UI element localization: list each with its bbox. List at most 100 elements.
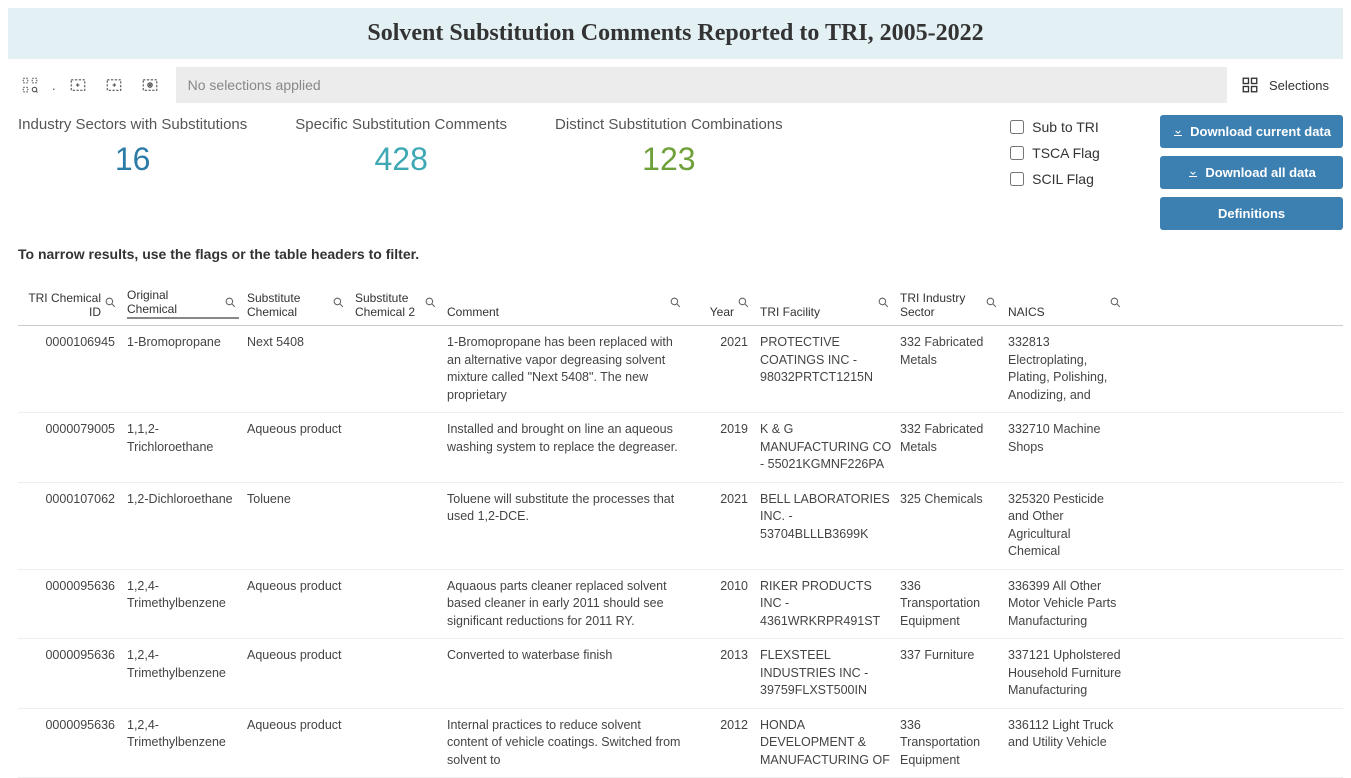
column-header-sub2[interactable]: Substitute Chemical 2 [351, 282, 443, 326]
cell-blank [1128, 482, 1343, 569]
search-icon[interactable] [737, 296, 750, 312]
cell-orig: 1-Bromopropane [123, 326, 243, 413]
cell-naics: 332813 Electroplating, Plating, Polishin… [1004, 326, 1128, 413]
download-current-button[interactable]: Download current data [1160, 115, 1343, 148]
download-icon [1172, 126, 1184, 138]
search-icon[interactable] [1109, 296, 1122, 312]
cell-naics: 332710 Machine Shops [1004, 413, 1128, 483]
cell-sub2 [351, 482, 443, 569]
smart-search-icon[interactable] [16, 71, 44, 99]
cell-id: 0000095636 [18, 708, 123, 778]
step-back-icon[interactable] [64, 71, 92, 99]
selections-bar[interactable]: No selections applied [176, 67, 1227, 103]
download-icon [1187, 167, 1199, 179]
search-icon[interactable] [669, 296, 682, 312]
cell-id: 0000095636 [18, 639, 123, 709]
cell-facility: HONDA DEVELOPMENT & MANUFACTURING OF [756, 708, 896, 778]
cell-orig: 1,2,4-Trimethylbenzene [123, 639, 243, 709]
cell-blank [1128, 708, 1343, 778]
cell-facility: BELL LABORATORIES INC. - 53704BLLLB3699K [756, 482, 896, 569]
flag-label: TSCA Flag [1032, 145, 1100, 161]
flag-tsca-flag[interactable]: TSCA Flag [1010, 145, 1150, 161]
cell-blank [1128, 639, 1343, 709]
data-table: TRI Chemical IDOriginal ChemicalSubstitu… [18, 282, 1343, 778]
buttons-column: Download current data Download all data … [1160, 115, 1343, 230]
cell-facility: PROTECTIVE COATINGS INC - 98032PRTCT1215… [756, 326, 896, 413]
kpi-2: Distinct Substitution Combinations123 [555, 115, 783, 230]
cell-sector: 332 Fabricated Metals [896, 413, 1004, 483]
selections-toggle[interactable]: Selections [1227, 76, 1343, 94]
cell-sub: Aqueous product [243, 639, 351, 709]
table-row[interactable]: 00000956361,2,4-TrimethylbenzeneAqueous … [18, 569, 1343, 639]
cell-year: 2013 [688, 639, 756, 709]
flag-label: SCIL Flag [1032, 171, 1094, 187]
kpi-row: Industry Sectors with Substitutions 16 Spe… [18, 115, 1000, 230]
cell-sub: Aqueous product [243, 708, 351, 778]
flag-checkbox[interactable] [1010, 120, 1024, 134]
cell-naics: 336112 Light Truck and Utility Vehicle [1004, 708, 1128, 778]
cell-id: 0000106945 [18, 326, 123, 413]
definitions-button[interactable]: Definitions [1160, 197, 1343, 230]
cell-facility: K & G MANUFACTURING CO - 55021KGMNF226PA [756, 413, 896, 483]
cell-facility: FLEXSTEEL INDUSTRIES INC - 39759FLXST500… [756, 639, 896, 709]
column-header-sub[interactable]: Substitute Chemical [243, 282, 351, 326]
kpi-label: Industry Sectors with Substitutions [18, 115, 247, 135]
kpi-value: 16 [18, 141, 247, 178]
table-row[interactable]: 00000956361,2,4-TrimethylbenzeneAqueous … [18, 639, 1343, 709]
clear-all-icon[interactable] [136, 71, 164, 99]
cell-sub2 [351, 708, 443, 778]
cell-id: 0000107062 [18, 482, 123, 569]
column-header-sector[interactable]: TRI Industry Sector [896, 282, 1004, 326]
cell-comment: Toluene will substitute the processes th… [443, 482, 688, 569]
column-label: Comment [447, 305, 517, 319]
cell-comment: 1-Bromopropane has been replaced with an… [443, 326, 688, 413]
cell-comment: Aquaous parts cleaner replaced solvent b… [443, 569, 688, 639]
column-header-comment[interactable]: Comment [443, 282, 688, 326]
column-label: Original Chemical [127, 288, 239, 319]
cell-sub: Toluene [243, 482, 351, 569]
cell-year: 2021 [688, 482, 756, 569]
cell-blank [1128, 326, 1343, 413]
cell-sub2 [351, 639, 443, 709]
column-header-id[interactable]: TRI Chemical ID [18, 282, 123, 326]
table-row[interactable]: 00000790051,1,2-TrichloroethaneAqueous p… [18, 413, 1343, 483]
cell-comment: Installed and brought on line an aqueous… [443, 413, 688, 483]
kpi-1: Specific Substitution Comments428 [295, 115, 507, 230]
step-forward-icon[interactable] [100, 71, 128, 99]
search-icon[interactable] [424, 296, 437, 312]
cell-sub2 [351, 569, 443, 639]
column-label: TRI Facility [760, 305, 838, 319]
search-icon[interactable] [877, 296, 890, 312]
table-header-row: TRI Chemical IDOriginal ChemicalSubstitu… [18, 282, 1343, 326]
column-header-orig[interactable]: Original Chemical [123, 282, 243, 326]
flag-checkbox[interactable] [1010, 146, 1024, 160]
flag-sub-to-tri[interactable]: Sub to TRI [1010, 119, 1150, 135]
search-icon[interactable] [224, 296, 237, 312]
cell-orig: 1,2-Dichloroethane [123, 482, 243, 569]
cell-comment: Converted to waterbase finish [443, 639, 688, 709]
search-icon[interactable] [985, 296, 998, 312]
search-icon[interactable] [332, 296, 345, 312]
cell-sector: 336 Transportation Equipment [896, 708, 1004, 778]
column-header-naics[interactable]: NAICS [1004, 282, 1128, 326]
download-all-button[interactable]: Download all data [1160, 156, 1343, 189]
data-table-container: TRI Chemical IDOriginal ChemicalSubstitu… [18, 282, 1343, 778]
cell-sector: 336 Transportation Equipment [896, 569, 1004, 639]
download-all-label: Download all data [1205, 165, 1316, 180]
table-row[interactable]: 00001069451-BromopropaneNext 5408 1-Bromo… [18, 326, 1343, 413]
flag-checkbox[interactable] [1010, 172, 1024, 186]
column-header-year[interactable]: Year [688, 282, 756, 326]
search-icon[interactable] [104, 296, 117, 312]
table-row[interactable]: 00001070621,2-DichloroethaneToluene Tolue… [18, 482, 1343, 569]
cell-sub: Next 5408 [243, 326, 351, 413]
table-body: 00001069451-BromopropaneNext 5408 1-Bromo… [18, 326, 1343, 778]
column-header-facility[interactable]: TRI Facility [756, 282, 896, 326]
flag-scil-flag[interactable]: SCIL Flag [1010, 171, 1150, 187]
cell-sub2 [351, 413, 443, 483]
title-bar: Solvent Substitution Comments Reported t… [8, 8, 1343, 59]
cell-blank [1128, 569, 1343, 639]
tool-icons: . [8, 71, 172, 99]
table-row[interactable]: 00000956361,2,4-TrimethylbenzeneAqueous … [18, 708, 1343, 778]
cell-naics: 325320 Pesticide and Other Agricultural … [1004, 482, 1128, 569]
selections-grid-icon [1241, 76, 1259, 94]
